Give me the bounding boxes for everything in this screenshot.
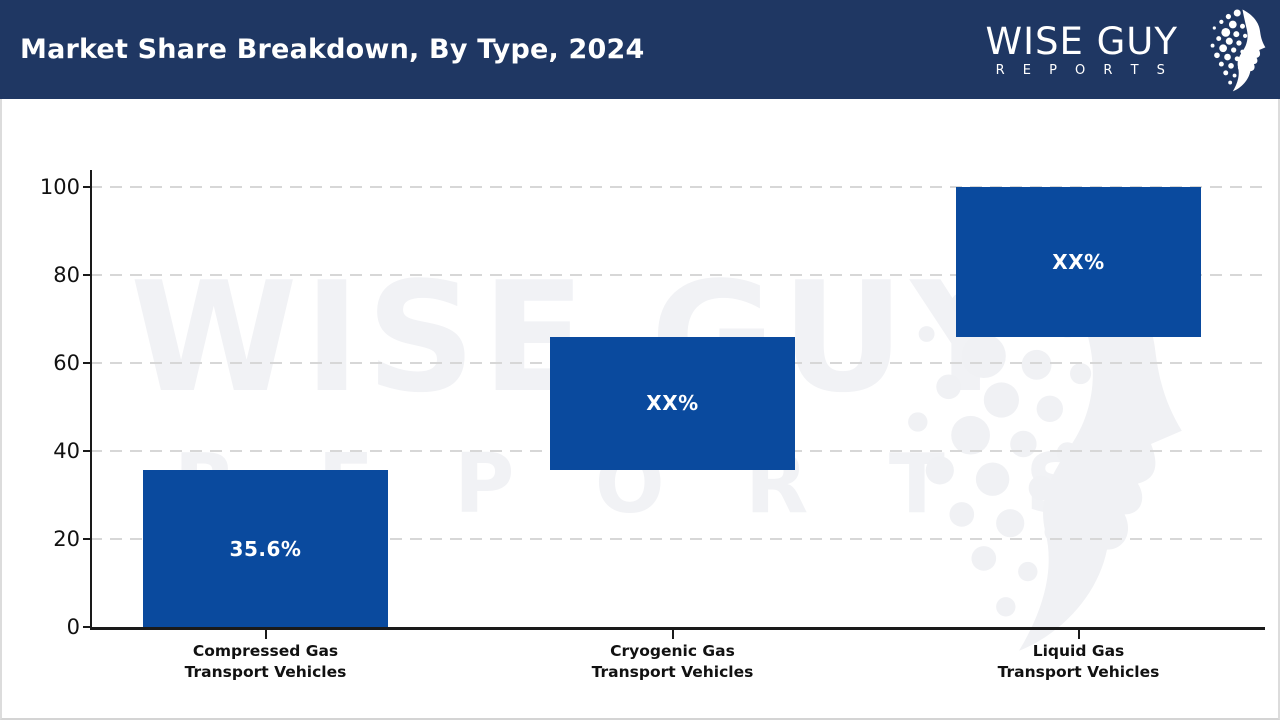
x-axis-tick [671, 630, 674, 639]
y-tick-label: 0 [66, 615, 80, 639]
y-axis-tick [83, 626, 91, 628]
y-tick-label: 40 [53, 439, 80, 463]
bar-segment: 35.6% [143, 470, 388, 627]
y-tick-label: 60 [53, 351, 80, 375]
category-label-line: Compressed Gas [192, 642, 339, 660]
y-axis-tick [83, 362, 91, 364]
category-label: Liquid Gas Transport Vehicles [919, 641, 1239, 683]
y-tick-label: 100 [39, 175, 80, 199]
brand-subtitle: R E P O R T S [995, 62, 1172, 78]
brand-logo-text: WISE GUY R E P O R T S [986, 23, 1178, 77]
bar-value-label: XX% [646, 391, 699, 416]
bar-segment: XX% [550, 336, 795, 471]
gridline [90, 186, 1265, 188]
category-label-line: Transport Vehicles [997, 662, 1160, 681]
brand-logo: WISE GUY R E P O R T S [986, 6, 1266, 94]
bar-segment: XX% [956, 187, 1201, 337]
y-axis-tick [83, 186, 91, 188]
y-tick-label: 20 [53, 527, 80, 551]
chart-canvas: WISE GUY R E P O R T S 0 20 40 60 80 100 35.6%… [0, 99, 1280, 720]
brand-name: WISE GUY [985, 19, 1178, 63]
category-label: Cryogenic Gas Transport Vehicles [513, 641, 833, 683]
category-label-line: Transport Vehicles [184, 662, 347, 681]
y-axis-tick [83, 538, 91, 540]
y-axis-tick [83, 274, 91, 276]
y-axis-line [90, 170, 92, 630]
x-axis-tick [1077, 630, 1080, 639]
dotted-head-icon [1210, 9, 1266, 91]
page-title: Market Share Breakdown, By Type, 2024 [20, 34, 645, 65]
category-label-line: Liquid Gas [1032, 642, 1125, 660]
gridline [90, 538, 1265, 540]
x-axis-tick [264, 630, 267, 639]
category-label-line: Transport Vehicles [591, 662, 754, 681]
bar-value-label: XX% [1052, 249, 1105, 274]
category-label-line: Cryogenic Gas [610, 642, 735, 660]
bar-value-label: 35.6% [229, 536, 302, 561]
x-axis-line [90, 627, 1265, 630]
gridline [90, 274, 1265, 276]
header-bar: Market Share Breakdown, By Type, 2024 WI… [0, 0, 1280, 99]
y-tick-label: 80 [53, 263, 80, 287]
category-label: Compressed Gas Transport Vehicles [106, 641, 426, 683]
y-axis-tick [83, 450, 91, 452]
